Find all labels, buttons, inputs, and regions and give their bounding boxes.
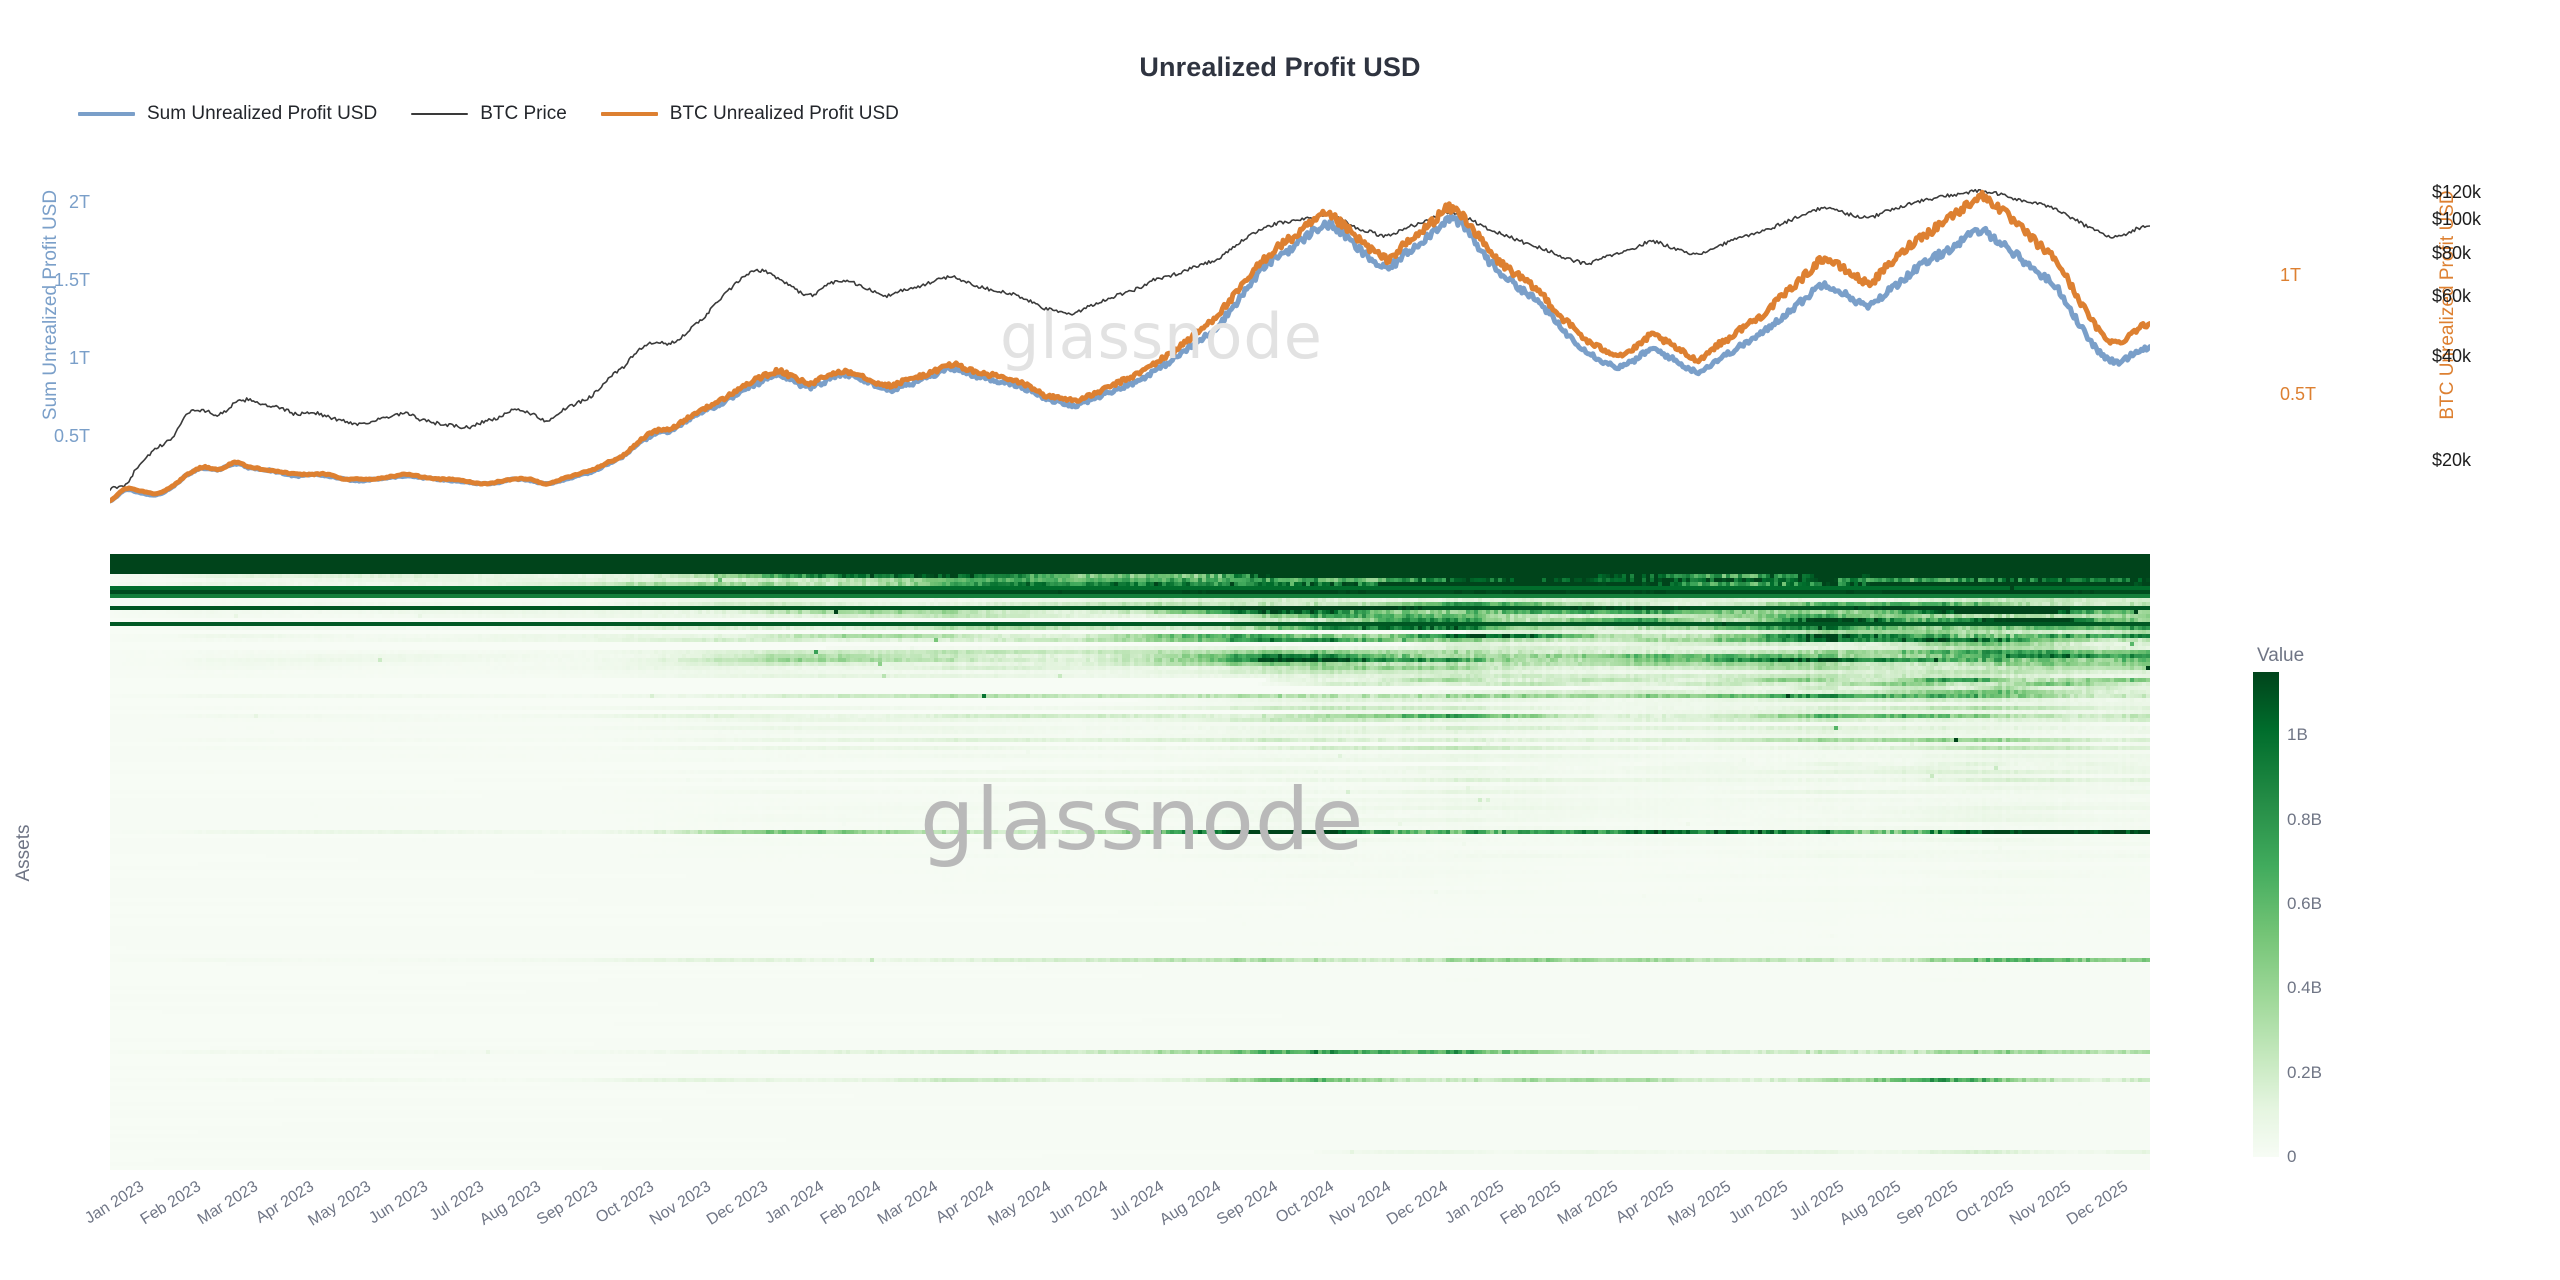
right-orange-tick-0.5T: 0.5T: [2280, 384, 2317, 405]
btc-price-line: [110, 190, 2150, 491]
legend-swatch-1: [411, 113, 469, 115]
legend-label-1: BTC Price: [480, 103, 567, 124]
line-chart-panel: [110, 175, 2150, 515]
sum-unrealized-profit-line: [110, 216, 2150, 501]
legend-label-0: Sum Unrealized Profit USD: [147, 103, 378, 124]
right-black-tick-20k: $20k: [2432, 450, 2472, 471]
colorbar-tick-0.8B: 0.8B: [2287, 809, 2322, 829]
right-orange-tick-1T: 1T: [2280, 264, 2302, 285]
legend-item-1[interactable]: BTC Price: [411, 103, 567, 125]
legend-label-2: BTC Unrealized Profit USD: [669, 103, 899, 124]
left-tick-0.5T: 0.5T: [53, 426, 90, 447]
left-tick-1.5T: 1.5T: [53, 270, 90, 291]
right-black-tick-120k: $120k: [2432, 181, 2482, 202]
btc-unrealized-profit-line: [110, 192, 2150, 501]
colorbar-tick-0.6B: 0.6B: [2287, 893, 2322, 913]
page-title: Unrealized Profit USD: [1139, 52, 1421, 82]
x-tick-dec-2025: Dec 2025: [2063, 1178, 2131, 1229]
x-axis-ticks: Jan 2023 Feb 2023 Mar 2023 Apr 2023 May 2023…: [83, 1178, 2150, 1278]
colorbar-tick-1B: 1B: [2287, 725, 2308, 745]
heatmap-panel: [110, 554, 2150, 1170]
colorbar-tick-0: 0: [2287, 1147, 2297, 1166]
chart-legend: Sum Unrealized Profit USD BTC Price BTC Un…: [78, 103, 933, 125]
line-chart-svg: [110, 175, 2150, 515]
right-black-tick-40k: $40k: [2432, 346, 2472, 367]
heatmap-y-axis-title: Assets: [13, 824, 34, 882]
left-axis-title: Sum Unrealized Profit USD: [40, 189, 61, 421]
right-black-tick-100k: $100k: [2432, 209, 2482, 230]
legend-swatch-2: [600, 112, 658, 116]
legend-swatch-0: [78, 112, 135, 116]
heatmap-canvas: [110, 554, 2150, 1170]
right-black-tick-80k: $80k: [2432, 242, 2472, 263]
colorbar-gradient: [2253, 672, 2279, 1157]
colorbar-title: Value: [2257, 645, 2305, 666]
right-black-tick-60k: $60k: [2432, 285, 2472, 306]
left-tick-2T: 2T: [68, 192, 90, 213]
legend-item-0[interactable]: Sum Unrealized Profit USD: [78, 103, 377, 125]
legend-item-2[interactable]: BTC Unrealized Profit USD: [600, 103, 899, 125]
colorbar-tick-0.4B: 0.4B: [2287, 978, 2322, 998]
left-tick-1T: 1T: [68, 348, 90, 369]
colorbar-tick-0.2B: 0.2B: [2287, 1062, 2322, 1082]
